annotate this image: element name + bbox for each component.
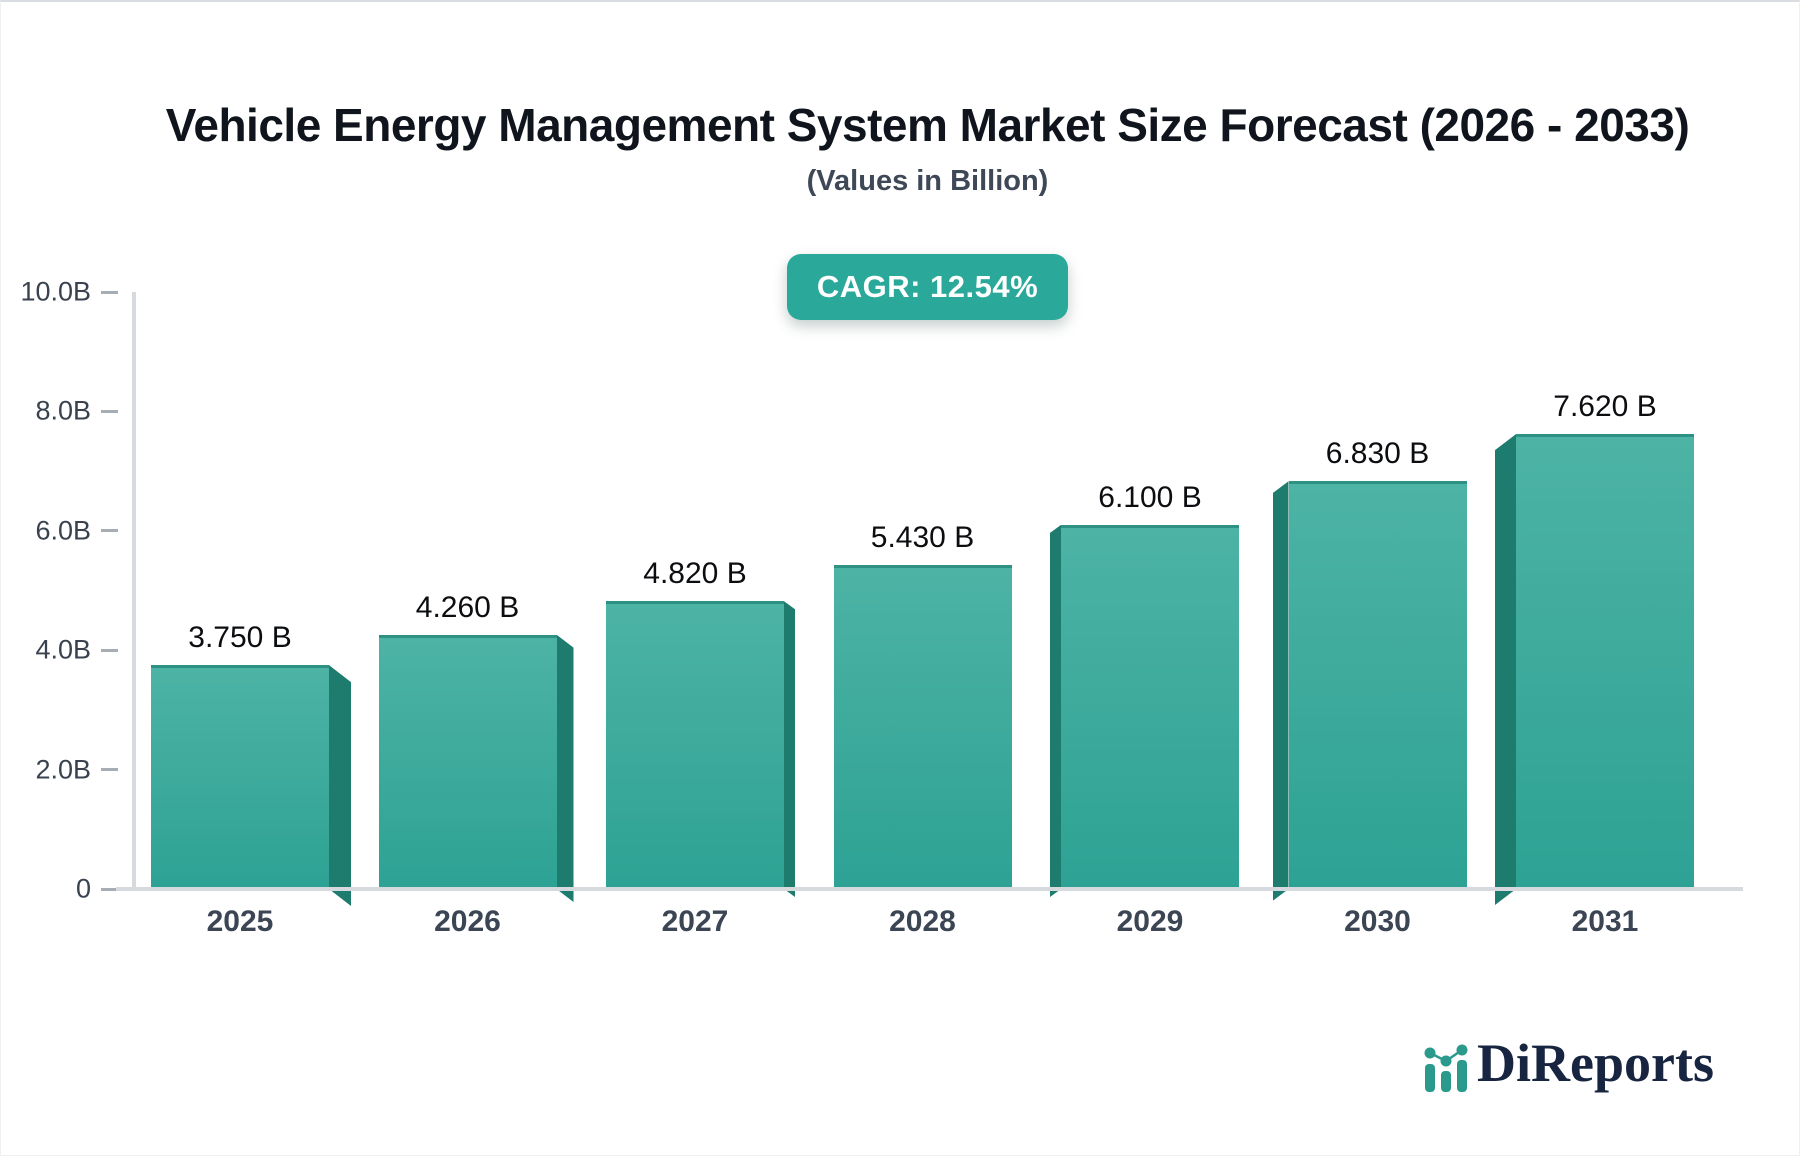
bar	[378, 634, 557, 889]
y-axis-tick-mark	[101, 409, 118, 413]
bar-value-label: 6.830 B	[1325, 437, 1430, 471]
bar-value-label: 4.260 B	[415, 590, 520, 624]
y-axis-tick-mark	[101, 529, 118, 533]
chart-title: Vehicle Energy Management System Market …	[165, 99, 1690, 151]
bar-3d-side	[1050, 525, 1061, 897]
bar-value-label: 5.430 B	[870, 520, 975, 554]
x-axis-tick-label: 2028	[889, 905, 956, 938]
x-axis-tick-label: 2030	[1344, 905, 1411, 938]
y-axis-tick-label: 6.0B	[35, 515, 91, 546]
y-axis-tick-label: 8.0B	[35, 395, 91, 426]
bar-value-label: 4.820 B	[643, 557, 747, 591]
y-axis-tick-mark	[101, 290, 118, 294]
bar-3d-side	[1273, 481, 1289, 901]
x-axis-tick-label: 2025	[206, 905, 274, 938]
x-axis-line	[116, 887, 1743, 891]
y-axis-line	[132, 292, 136, 891]
bar-3d-side	[784, 601, 795, 897]
y-axis-tick-mark	[101, 768, 118, 772]
chart-subtitle: (Values in Billion)	[806, 165, 1049, 197]
bar	[606, 601, 784, 889]
bar-3d-side	[329, 665, 351, 906]
bar	[833, 564, 1012, 889]
bar	[1061, 524, 1239, 889]
bar	[151, 665, 329, 889]
y-axis-tick-label: 4.0B	[35, 634, 91, 665]
bar	[1516, 434, 1694, 889]
bar-value-label: 6.100 B	[1098, 480, 1202, 514]
y-axis-tick-mark	[101, 887, 118, 891]
brand-logo-text: DiReports	[1477, 1033, 1714, 1093]
brand-logo-chart-icon	[1424, 1044, 1468, 1092]
cagr-badge: CAGR: 12.54%	[786, 254, 1069, 320]
cagr-badge-wrap: CAGR: 12.54%	[56, 254, 1799, 320]
y-axis-tick-mark	[101, 648, 118, 652]
bar	[1288, 481, 1467, 889]
y-axis-tick-label: 0	[75, 873, 91, 904]
x-axis-tick-label: 2026	[434, 905, 501, 938]
brand-logo: DiReports	[1423, 1034, 1714, 1092]
bar-value-label: 3.750 B	[188, 621, 292, 655]
bar-3d-side	[557, 635, 574, 902]
x-axis-tick-label: 2027	[661, 905, 729, 938]
x-axis-tick-label: 2031	[1571, 905, 1639, 938]
y-axis-tick-label: 2.0B	[35, 754, 91, 785]
bar-value-label: 7.620 B	[1553, 390, 1657, 424]
x-axis-tick-label: 2029	[1116, 905, 1184, 938]
y-axis-tick-label: 10.0B	[20, 276, 91, 307]
bar-3d-side	[1495, 434, 1516, 905]
